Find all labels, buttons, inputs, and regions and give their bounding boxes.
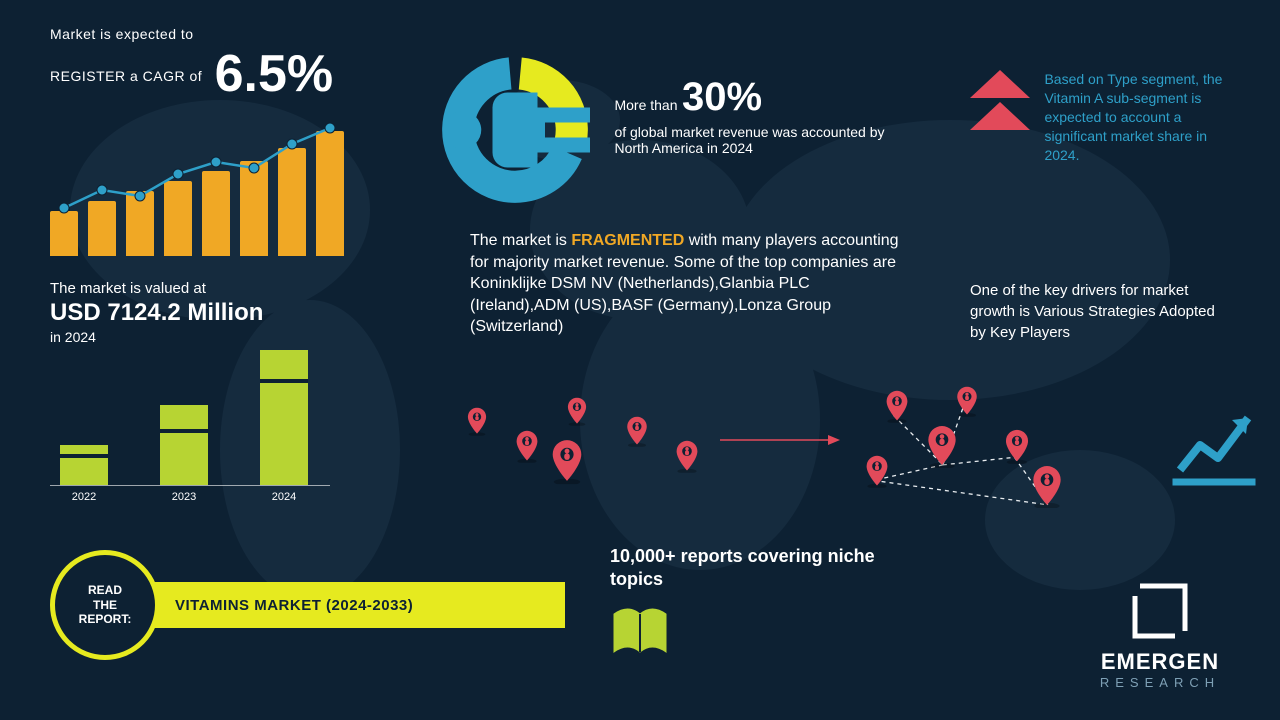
cta-circle: READTHEREPORT:	[50, 550, 160, 660]
donut-chart	[440, 55, 590, 205]
logo-mark	[1130, 581, 1190, 641]
book-text: 10,000+ reports covering niche topics	[610, 545, 930, 592]
emergen-logo: EMERGEN RESEARCH	[1080, 581, 1240, 690]
read-report-cta[interactable]: READTHEREPORT: VITAMINS MARKET (2024-203…	[50, 550, 570, 660]
double-triangle-icon	[970, 70, 1030, 140]
cta-strip[interactable]: VITAMINS MARKET (2024-2033)	[105, 582, 565, 628]
reports-book-block: 10,000+ reports covering niche topics	[610, 545, 930, 659]
fragmented-text: The market is FRAGMENTED with many playe…	[470, 230, 900, 338]
donut-block: More than 30% of global market revenue w…	[440, 55, 900, 205]
market-value-chart: 202220232024	[50, 363, 330, 503]
market-value-block: The market is valued at USD 7124.2 Milli…	[50, 280, 400, 503]
cagr-bar-chart	[50, 116, 350, 256]
cagr-lead: Market is expected toREGISTER a CAGR of	[50, 26, 202, 84]
pins-network	[840, 370, 1120, 520]
pins-arrow	[720, 430, 840, 450]
mval-l1: The market is valued at	[50, 280, 400, 297]
pins-scattered	[440, 370, 720, 510]
mval-l2: USD 7124.2 Million	[50, 299, 400, 327]
cagr-block: Market is expected toREGISTER a CAGR of …	[50, 25, 420, 256]
donut-desc: of global market revenue was accounted b…	[614, 124, 894, 156]
driver-text: One of the key drivers for market growth…	[970, 280, 1230, 343]
segment-text: Based on Type segment, the Vitamin A sub…	[1044, 70, 1224, 164]
book-icon	[610, 604, 670, 659]
cagr-value: 6.5%	[215, 44, 334, 104]
donut-prefix: More than	[614, 97, 677, 113]
person-icon	[440, 55, 590, 205]
mval-l3: in 2024	[50, 329, 400, 345]
segment-block: Based on Type segment, the Vitamin A sub…	[970, 70, 1230, 164]
donut-value: 30%	[682, 75, 762, 119]
growth-arrow-icon	[1170, 400, 1260, 490]
